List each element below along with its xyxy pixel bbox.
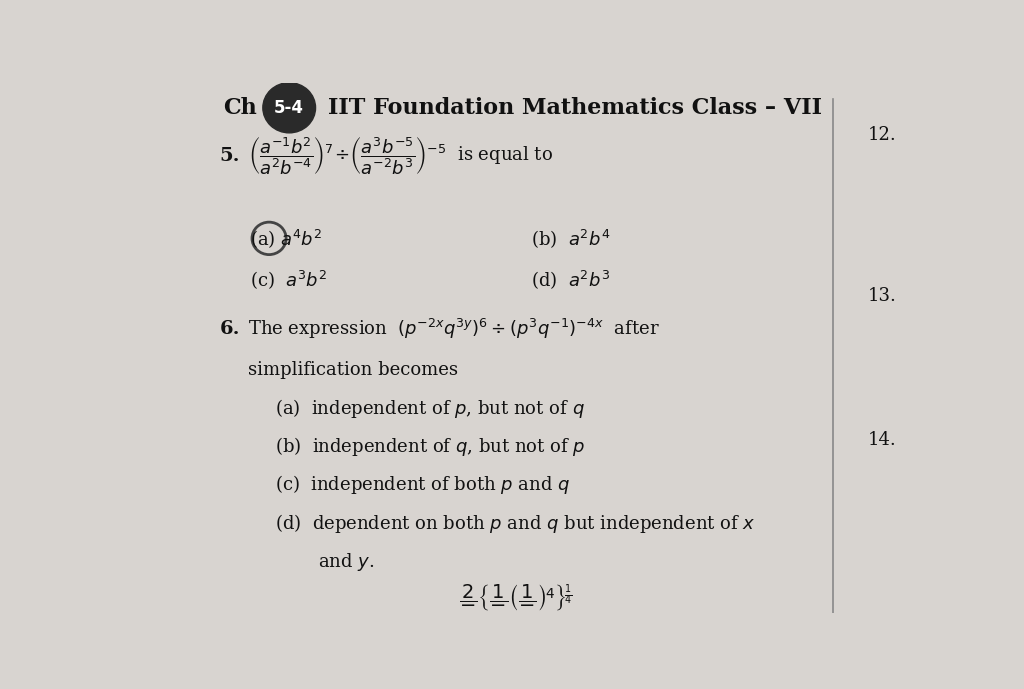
Text: $\left(\dfrac{a^{-1}b^{2}}{a^{2}b^{-4}}\right)^{7}\!\div\!\left(\dfrac{a^{3}b^{-: $\left(\dfrac{a^{-1}b^{2}}{a^{2}b^{-4}}\… <box>248 135 553 176</box>
Text: 14.: 14. <box>868 431 897 449</box>
Text: (a) $a^4b^2$: (a) $a^4b^2$ <box>251 227 323 250</box>
Text: Ch: Ch <box>223 96 257 119</box>
Text: 12.: 12. <box>868 126 897 144</box>
Text: IIT Foundation Mathematics Class – VII: IIT Foundation Mathematics Class – VII <box>328 96 822 119</box>
Text: The expression  $(p^{-2x}q^{3y})^{6}\div(p^{3}q^{-1})^{-4x}$  after: The expression $(p^{-2x}q^{3y})^{6}\div(… <box>248 317 659 341</box>
Circle shape <box>263 83 315 133</box>
Text: 13.: 13. <box>868 287 897 305</box>
Text: (b)  independent of $q$, but not of $p$: (b) independent of $q$, but not of $p$ <box>275 435 586 458</box>
Text: 5.: 5. <box>219 147 240 165</box>
Text: (a)  independent of $p$, but not of $q$: (a) independent of $p$, but not of $q$ <box>275 397 585 420</box>
Text: (c)  independent of both $p$ and $q$: (c) independent of both $p$ and $q$ <box>275 473 570 496</box>
Text: 5-4: 5-4 <box>274 99 304 116</box>
Text: simplification becomes: simplification becomes <box>248 361 458 379</box>
Text: (b)  $a^2b^4$: (b) $a^2b^4$ <box>531 227 610 250</box>
Text: (d)  dependent on both $p$ and $q$ but independent of $x$: (d) dependent on both $p$ and $q$ but in… <box>275 512 756 535</box>
Text: and $y$.: and $y$. <box>317 551 374 573</box>
Text: (c)  $a^3b^2$: (c) $a^3b^2$ <box>251 268 328 291</box>
Text: $\dfrac{2}{-}\left\{\dfrac{1}{-}\left(\dfrac{1}{-}\right)^{\!4}\right\}^{\!\frac: $\dfrac{2}{-}\left\{\dfrac{1}{-}\left(\d… <box>459 582 572 612</box>
Text: 6.: 6. <box>219 320 240 338</box>
Text: (d)  $a^2b^3$: (d) $a^2b^3$ <box>531 268 610 291</box>
